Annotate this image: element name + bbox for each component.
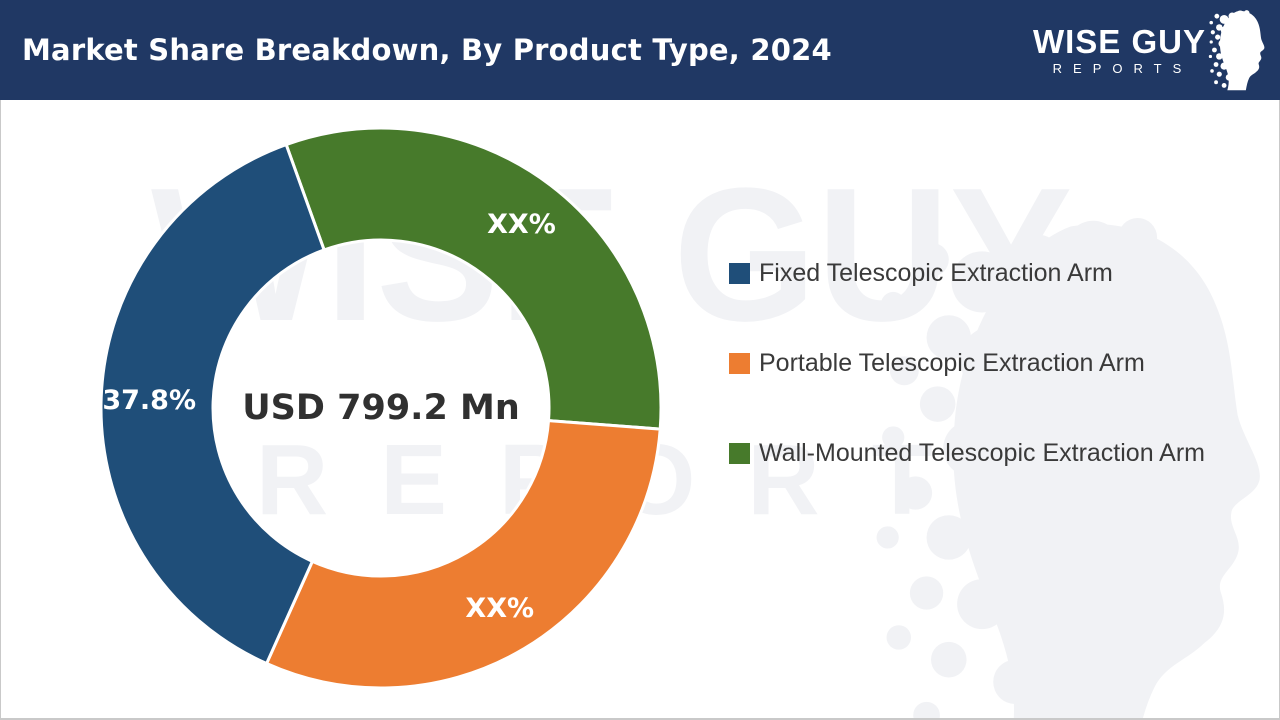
segment-label-fixed-telescopic-extraction-arm: 37.8%	[102, 385, 196, 416]
chart-legend: Fixed Telescopic Extraction Arm Portable …	[729, 258, 1205, 528]
donut-segment-wall-mounted-telescopic-extraction-arm	[284, 126, 663, 431]
legend-label: Fixed Telescopic Extraction Arm	[759, 258, 1113, 287]
logo-subtext: REPORTS	[1052, 61, 1193, 76]
legend-item-portable-telescopic-extraction-arm: Portable Telescopic Extraction Arm	[729, 348, 1205, 378]
legend-swatch-icon	[729, 352, 750, 374]
legend-label: Wall-Mounted Telescopic Extraction Arm	[759, 438, 1206, 467]
legend-swatch-icon	[729, 442, 750, 464]
legend-item-wall-mounted-telescopic-extraction-arm: Wall-Mounted Telescopic Extraction Arm	[729, 438, 1205, 468]
legend-swatch-icon	[729, 262, 750, 284]
donut-chart: XX% XX% 37.8% USD 799.2 Mn	[98, 124, 664, 692]
segment-label-wall-mounted-telescopic-extraction-arm: XX%	[487, 209, 556, 240]
donut-svg: XX% XX% 37.8%	[99, 126, 663, 690]
donut-segment-portable-telescopic-extraction-arm	[265, 419, 662, 690]
segment-label-portable-telescopic-extraction-arm: XX%	[465, 593, 534, 624]
legend-item-fixed-telescopic-extraction-arm: Fixed Telescopic Extraction Arm	[729, 258, 1205, 288]
chart-area: WISE GUY REPORTS XX% XX% 37.8% USD 799.2 M…	[0, 100, 1280, 720]
donut-segment-fixed-telescopic-extraction-arm	[99, 143, 326, 666]
header-bar: Market Share Breakdown, By Product Type,…	[0, 0, 1280, 100]
logo-text: WISE GUY REPORTS	[1033, 25, 1206, 75]
wiseguy-logo: WISE GUY REPORTS	[1033, 8, 1266, 92]
donut-center-value: USD 799.2 Mn	[242, 388, 520, 428]
page-title: Market Share Breakdown, By Product Type,…	[22, 33, 832, 67]
logo-wordmark: WISE GUY	[1032, 23, 1206, 60]
legend-label: Portable Telescopic Extraction Arm	[759, 348, 1145, 377]
logo-face-icon	[1208, 10, 1265, 91]
